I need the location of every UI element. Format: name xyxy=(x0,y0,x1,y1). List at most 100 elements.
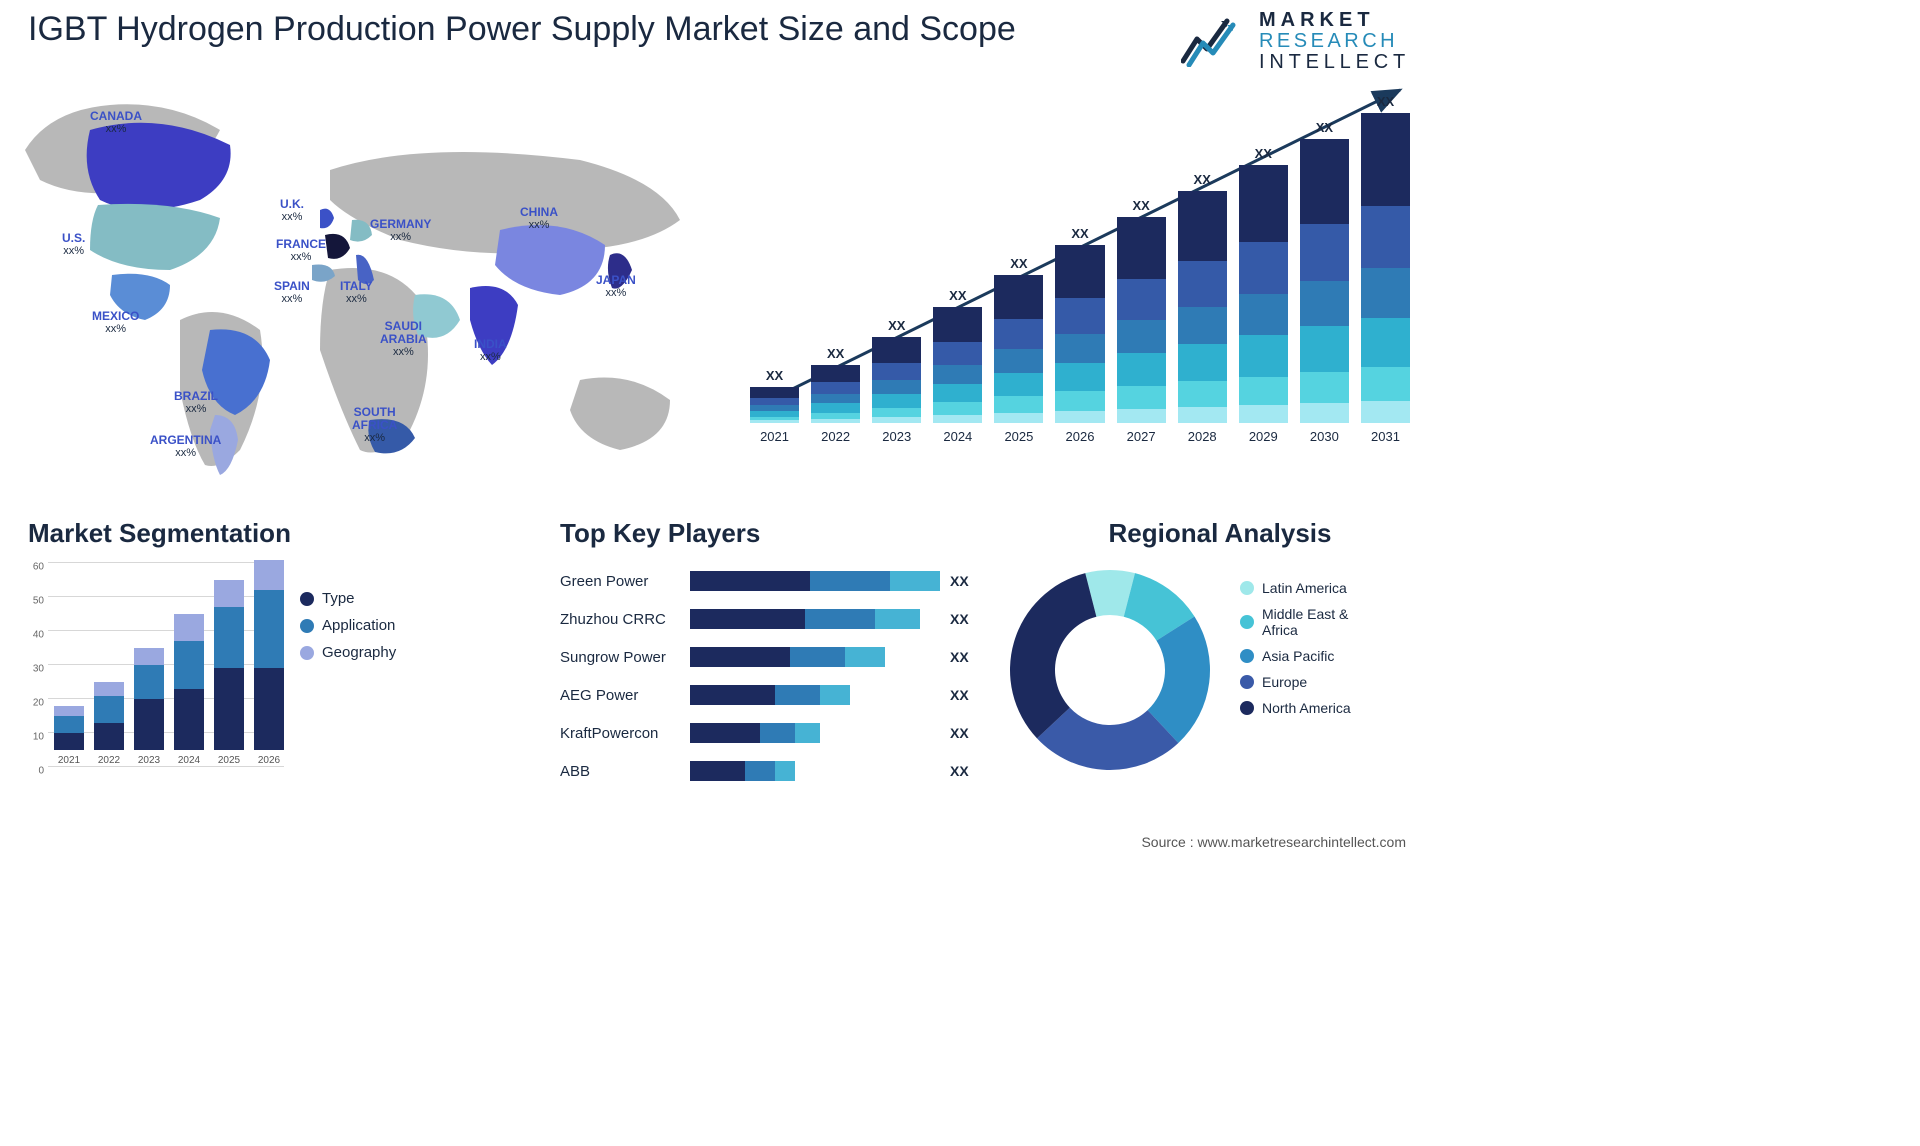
seg-legend-item: Application xyxy=(300,617,396,634)
segmentation-legend: Type Application Geography xyxy=(300,580,396,671)
regional-legend-item: Asia Pacific xyxy=(1240,648,1351,664)
main-bar-x-label: 2031 xyxy=(1371,429,1400,444)
seg-bar-column: 2022 xyxy=(94,682,124,766)
map-country-label: SAUDIARABIAxx% xyxy=(380,320,427,358)
seg-x-label: 2025 xyxy=(218,755,240,766)
main-bar-column: XX 2022 xyxy=(811,346,860,444)
map-country-label: INDIAxx% xyxy=(474,338,507,363)
main-bar-chart: XX2021XX2022XX2023XX2024XX2025XX2026XX20… xyxy=(750,90,1410,470)
main-bar-value-label: XX xyxy=(1132,198,1149,213)
main-bar-column: XX 2029 xyxy=(1239,146,1288,444)
main-bar-x-label: 2030 xyxy=(1310,429,1339,444)
regional-legend-item: Middle East & Africa xyxy=(1240,606,1351,638)
key-player-label: AEG Power xyxy=(560,687,690,704)
regional-legend-item: Europe xyxy=(1240,674,1351,690)
logo-text-3: INTELLECT xyxy=(1259,52,1410,73)
main-bar-x-label: 2026 xyxy=(1066,429,1095,444)
map-country-label: SOUTHAFRICAxx% xyxy=(352,406,397,444)
seg-y-tick: 0 xyxy=(24,766,44,777)
main-bar-x-label: 2029 xyxy=(1249,429,1278,444)
main-bar-x-label: 2025 xyxy=(1004,429,1033,444)
main-bar-x-label: 2022 xyxy=(821,429,850,444)
main-bar-column: XX 2031 xyxy=(1361,94,1410,444)
key-players-section: Top Key Players xyxy=(560,518,990,549)
key-player-label: Sungrow Power xyxy=(560,649,690,666)
key-player-row: Zhuzhou CRRC XX xyxy=(560,600,990,638)
main-bar-value-label: XX xyxy=(1316,120,1333,135)
seg-x-label: 2023 xyxy=(138,755,160,766)
main-bar-value-label: XX xyxy=(1010,256,1027,271)
main-bar-column: XX 2025 xyxy=(994,256,1043,444)
regional-donut xyxy=(1000,560,1220,780)
map-country-label: FRANCExx% xyxy=(276,238,326,263)
seg-bar-column: 2023 xyxy=(134,648,164,766)
map-country-label: BRAZILxx% xyxy=(174,390,218,415)
seg-x-label: 2022 xyxy=(98,755,120,766)
main-bar-value-label: XX xyxy=(949,288,966,303)
map-country-label: U.K.xx% xyxy=(280,198,304,223)
seg-legend-item: Type xyxy=(300,590,396,607)
main-bar-x-label: 2023 xyxy=(882,429,911,444)
main-bar-value-label: XX xyxy=(1255,146,1272,161)
seg-y-tick: 60 xyxy=(24,562,44,573)
map-country-label: CANADAxx% xyxy=(90,110,142,135)
key-player-value: XX xyxy=(950,573,990,589)
main-bar-value-label: XX xyxy=(827,346,844,361)
logo-text-1: MARKET xyxy=(1259,10,1410,31)
main-bar-x-label: 2024 xyxy=(943,429,972,444)
main-bar-column: XX 2021 xyxy=(750,368,799,444)
main-bar-value-label: XX xyxy=(766,368,783,383)
key-player-value: XX xyxy=(950,649,990,665)
seg-y-tick: 20 xyxy=(24,698,44,709)
key-player-value: XX xyxy=(950,611,990,627)
regional-legend: Latin America Middle East & Africa Asia Pa… xyxy=(1240,570,1351,726)
main-bar-column: XX 2030 xyxy=(1300,120,1349,444)
main-bar-value-label: XX xyxy=(888,318,905,333)
key-player-row: KraftPowercon XX xyxy=(560,714,990,752)
seg-bar-column: 2024 xyxy=(174,614,204,766)
map-country-label: SPAINxx% xyxy=(274,280,310,305)
seg-bar-column: 2025 xyxy=(214,580,244,766)
key-player-value: XX xyxy=(950,763,990,779)
key-player-row: Sungrow Power XX xyxy=(560,638,990,676)
seg-x-label: 2026 xyxy=(258,755,280,766)
map-country-label: MEXICOxx% xyxy=(92,310,139,335)
main-bar-value-label: XX xyxy=(1194,172,1211,187)
main-bar-x-label: 2027 xyxy=(1127,429,1156,444)
key-player-row: Green Power XX xyxy=(560,562,990,600)
main-bar-x-label: 2021 xyxy=(760,429,789,444)
logo-text-2: RESEARCH xyxy=(1259,31,1410,52)
map-country-label: U.S.xx% xyxy=(62,232,85,257)
main-bar-column: XX 2027 xyxy=(1117,198,1166,444)
map-country-label: CHINAxx% xyxy=(520,206,558,231)
page-title: IGBT Hydrogen Production Power Supply Ma… xyxy=(28,10,1016,49)
segmentation-heading: Market Segmentation xyxy=(28,518,448,549)
seg-y-tick: 50 xyxy=(24,596,44,607)
key-players-heading: Top Key Players xyxy=(560,518,990,549)
key-player-label: KraftPowercon xyxy=(560,725,690,742)
regional-legend-item: Latin America xyxy=(1240,580,1351,596)
key-player-row: ABBXX xyxy=(560,752,990,790)
seg-legend-item: Geography xyxy=(300,644,396,661)
seg-y-tick: 30 xyxy=(24,664,44,675)
key-player-label: Zhuzhou CRRC xyxy=(560,611,690,628)
key-player-value: XX xyxy=(950,687,990,703)
key-player-value: XX xyxy=(950,725,990,741)
donut-svg xyxy=(1000,560,1220,780)
source-label: Source : www.marketresearchintellect.com xyxy=(1141,834,1406,850)
seg-x-label: 2021 xyxy=(58,755,80,766)
main-bar-value-label: XX xyxy=(1071,226,1088,241)
key-player-label: Green Power xyxy=(560,573,690,590)
main-bar-column: XX 2024 xyxy=(933,288,982,444)
map-country-label: JAPANxx% xyxy=(596,274,636,299)
main-bar-column: XX2028 xyxy=(1178,172,1227,444)
segmentation-section: Market Segmentation xyxy=(28,518,448,549)
seg-y-tick: 10 xyxy=(24,732,44,743)
key-player-row: AEG Power XX xyxy=(560,676,990,714)
seg-y-tick: 40 xyxy=(24,630,44,641)
seg-bar-column: 2021 xyxy=(54,706,84,766)
regional-section: Regional Analysis xyxy=(1030,518,1410,549)
map-country-label: ARGENTINAxx% xyxy=(150,434,221,459)
main-bar-column: XX 2023 xyxy=(872,318,921,444)
main-bar-value-label: XX xyxy=(1377,94,1394,109)
